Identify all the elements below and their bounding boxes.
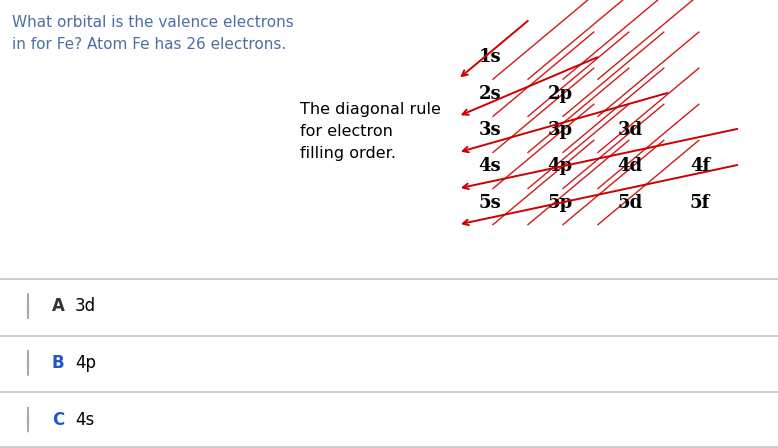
Text: 4p: 4p — [548, 157, 573, 176]
Text: 4f: 4f — [690, 157, 710, 176]
Text: B: B — [52, 354, 65, 372]
Text: The diagonal rule: The diagonal rule — [300, 102, 441, 117]
Text: 2s: 2s — [478, 85, 501, 103]
Text: 1s: 1s — [478, 48, 501, 66]
Text: A: A — [52, 297, 65, 315]
Text: 4s: 4s — [478, 157, 501, 176]
Text: 4s: 4s — [75, 411, 94, 429]
Text: 4d: 4d — [618, 157, 643, 176]
Text: 2p: 2p — [548, 85, 573, 103]
Text: 5d: 5d — [618, 194, 643, 211]
Text: 5s: 5s — [478, 194, 501, 211]
Text: filling order.: filling order. — [300, 146, 396, 161]
Text: 5f: 5f — [690, 194, 710, 211]
Text: 3d: 3d — [618, 121, 643, 139]
Text: 3s: 3s — [478, 121, 501, 139]
Text: 3d: 3d — [75, 297, 96, 315]
Text: for electron: for electron — [300, 125, 393, 139]
Text: 5p: 5p — [548, 194, 573, 211]
Text: What orbital is the valence electrons: What orbital is the valence electrons — [12, 15, 294, 30]
Text: 4p: 4p — [75, 354, 96, 372]
Text: C: C — [52, 411, 65, 429]
Text: 3p: 3p — [548, 121, 573, 139]
Text: in for Fe? Atom Fe has 26 electrons.: in for Fe? Atom Fe has 26 electrons. — [12, 37, 286, 52]
